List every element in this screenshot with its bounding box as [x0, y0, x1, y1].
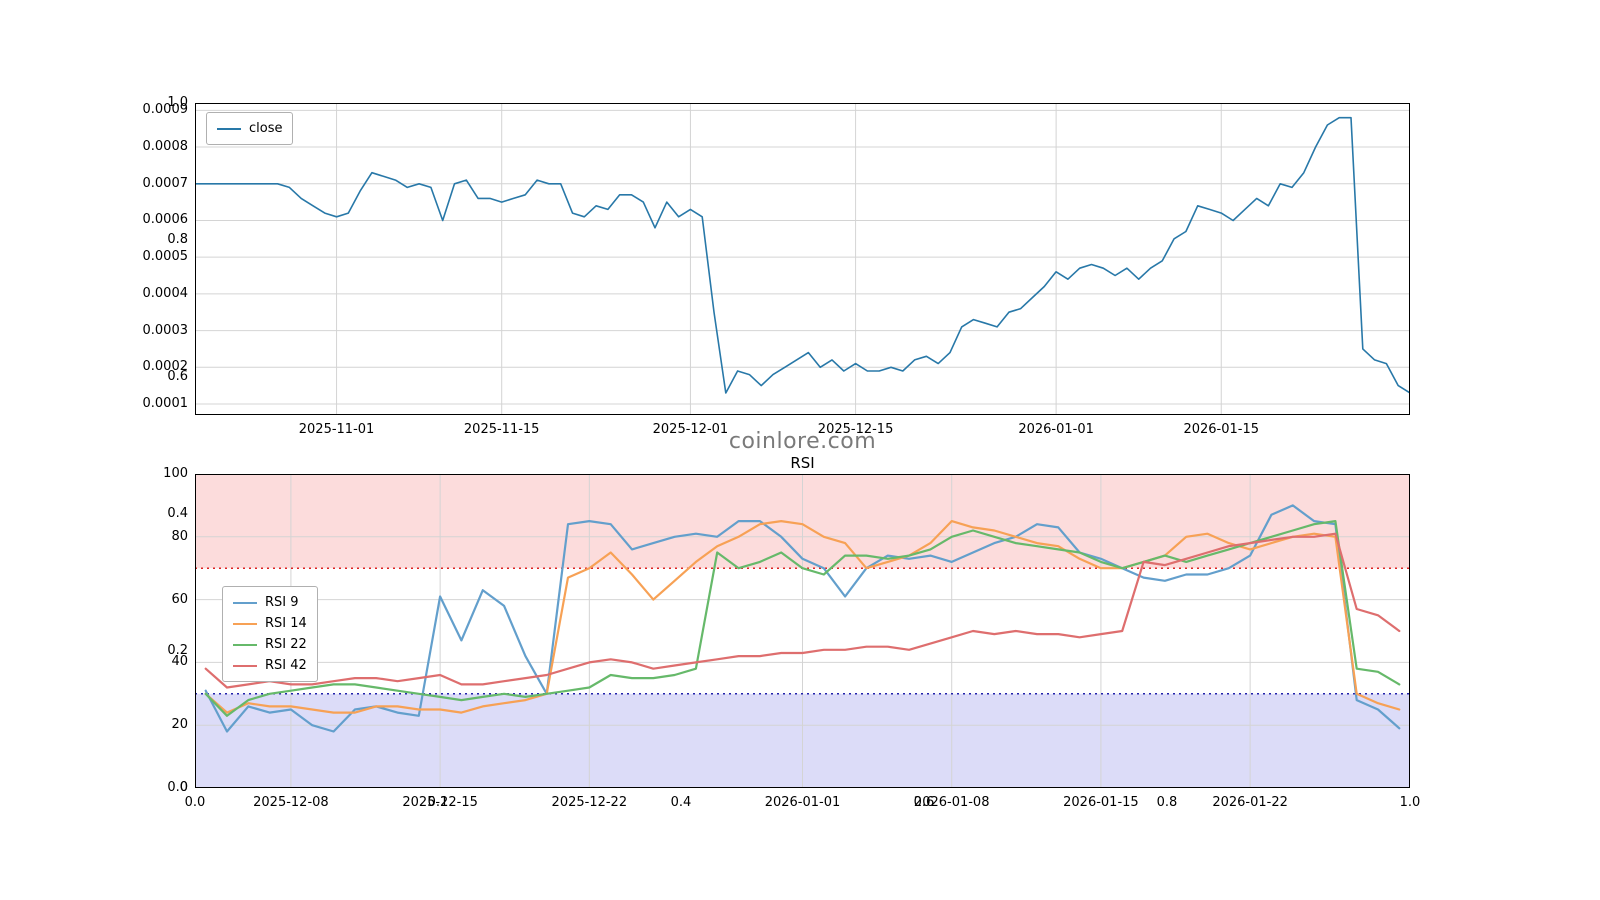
x-tick-label: 2025-12-15: [817, 422, 894, 437]
y-tick-label: 0.0: [167, 780, 188, 795]
x-tick-label: 0.4: [670, 795, 692, 810]
legend-label-rsi9: RSI 9: [265, 595, 299, 610]
x-tick-label: 0.0: [184, 795, 206, 810]
y-tick-label: 0.6: [167, 369, 188, 384]
legend-label-rsi42: RSI 42: [265, 658, 307, 673]
y-tick-label: 0.0005: [142, 249, 189, 265]
x-tick-label: 0.6: [913, 795, 935, 810]
y-tick-label: 0.8: [167, 232, 188, 247]
x-tick-label: 1.0: [1399, 795, 1421, 810]
y-tick-label: 0.0009: [142, 102, 189, 118]
y-tick-label: 60: [171, 591, 188, 607]
rsi-chart: [195, 474, 1410, 788]
y-tick-label: 40: [171, 654, 188, 670]
y-tick-label: 0.0006: [142, 212, 189, 228]
y-tick-label: 0.0004: [142, 285, 189, 301]
x-tick-label: 2026-01-15: [1183, 422, 1260, 437]
close-line-swatch: [217, 127, 241, 130]
rsi-chart-title: RSI: [790, 454, 815, 472]
x-tick-label: 2025-12-22: [551, 795, 628, 810]
x-tick-label: 2025-11-15: [463, 422, 540, 437]
y-tick-label: 0.0002: [142, 359, 189, 375]
y-tick-label: 0.0007: [142, 175, 189, 191]
x-tick-label: 2025-11-01: [298, 422, 375, 437]
y-tick-label: 1.0: [167, 95, 188, 110]
y-tick-label: 0.0008: [142, 139, 189, 155]
legend-entry-rsi22: RSI 22: [233, 634, 307, 655]
y-tick-label: 0: [179, 780, 188, 795]
y-tick-label: 0.0003: [142, 322, 189, 338]
y-tick-label: 0.0001: [142, 395, 189, 411]
x-tick-label: 2026-01-22: [1212, 795, 1288, 810]
x-tick-label: 2025-12-15: [402, 795, 478, 810]
y-tick-label: 80: [171, 528, 188, 544]
rsi22-line-swatch: [233, 643, 257, 646]
x-tick-label: 2025-12-08: [253, 795, 329, 810]
price-chart-legend: close: [206, 112, 294, 145]
legend-entry-rsi9: RSI 9: [233, 592, 307, 613]
legend-entry-rsi14: RSI 14: [233, 613, 307, 634]
x-tick-label: 2026-01-15: [1063, 795, 1139, 810]
rsi9-line-swatch: [233, 601, 257, 604]
rsi-chart-legend: RSI 9 RSI 14 RSI 22 RSI 42: [222, 586, 318, 682]
x-tick-label: 0.2: [427, 795, 449, 810]
x-tick-label: 2025-12-01: [652, 422, 729, 437]
legend-entry-rsi42: RSI 42: [233, 655, 307, 676]
legend-label-rsi14: RSI 14: [265, 616, 307, 631]
y-tick-label: 0.4: [167, 506, 188, 521]
legend-entry-close: close: [217, 118, 282, 139]
rsi14-line-swatch: [233, 622, 257, 625]
y-tick-label: 0.2: [167, 643, 188, 658]
x-tick-label: 2026-01-01: [1018, 422, 1094, 437]
price-chart: [195, 103, 1410, 415]
x-tick-label: 0.8: [1156, 795, 1178, 810]
y-tick-label: 20: [171, 717, 188, 733]
legend-label-close: close: [249, 121, 283, 136]
watermark-text: coinlore.com: [728, 429, 877, 454]
x-tick-label: 2026-01-01: [764, 795, 841, 810]
rsi42-line-swatch: [233, 664, 257, 667]
x-tick-label: 2026-01-08: [913, 795, 990, 810]
legend-label-rsi22: RSI 22: [265, 637, 307, 652]
y-tick-label: 100: [163, 466, 188, 481]
